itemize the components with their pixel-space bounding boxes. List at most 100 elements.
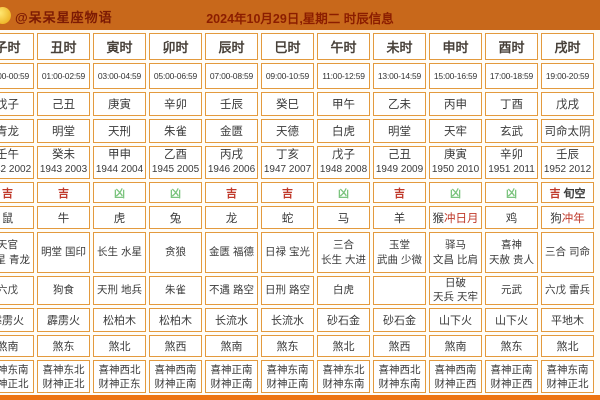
hour-spirit-cell: 司命太阴 <box>541 119 594 143</box>
hour-range-cell: 15:00-16:59 <box>429 63 482 89</box>
year-ganzhi-cell: 庚寅 1950 2010 <box>429 146 482 179</box>
luck-flag-cell: 吉 旬空 <box>541 182 594 203</box>
year-ganzhi-cell: 己丑 1949 2009 <box>373 146 426 179</box>
hour-name-cell: 午时 <box>317 33 370 60</box>
luck-flag-cell: 凶 <box>149 182 202 203</box>
hour-range-cell: 11:00-12:59 <box>317 63 370 89</box>
inauspicious-stars-cell: 狗食 <box>37 276 90 306</box>
zodiac-cell: 马 <box>317 206 370 229</box>
sha-direction-cell: 煞西 <box>149 335 202 358</box>
hour-name-cell: 酉时 <box>485 33 538 60</box>
row-sha-direction: 煞南煞东煞北煞西煞南煞东煞北煞西煞南煞东煞北 <box>0 335 594 358</box>
fortune-directions-cell: 喜神西北 财神东南 <box>373 360 426 394</box>
year-ganzhi-cell: 丁亥 1947 2007 <box>261 146 314 179</box>
hour-ganzhi-cell: 戊戌 <box>541 92 594 116</box>
luck-flag-cell: 凶 <box>429 182 482 203</box>
inauspicious-stars-cell: 日刑 路空 <box>261 276 314 306</box>
hour-range-cell: 07:00-08:59 <box>205 63 258 89</box>
nayin-element-cell: 霹雳火 <box>0 308 34 333</box>
nayin-element-cell: 松柏木 <box>93 308 146 333</box>
luck-flag-cell: 凶 <box>93 182 146 203</box>
luck-flag-cell: 吉 <box>0 182 34 203</box>
zodiac-cell: 虎 <box>93 206 146 229</box>
row-luck-flag: 吉吉凶凶吉吉凶吉凶凶吉 旬空 <box>0 182 594 203</box>
hour-spirit-cell: 金匮 <box>205 119 258 143</box>
year-ganzhi-cell: 丙戌 1946 2006 <box>205 146 258 179</box>
sha-direction-cell: 煞南 <box>205 335 258 358</box>
hour-range-cell: 01:00-02:59 <box>37 63 90 89</box>
hour-ganzhi-cell: 庚寅 <box>93 92 146 116</box>
hour-ganzhi-cell: 丁酉 <box>485 92 538 116</box>
row-hour-ganzhi: 戊子己丑庚寅辛卯壬辰癸巳甲午乙未丙申丁酉戊戌 <box>0 92 594 116</box>
auspicious-stars-cell: 日禄 宝光 <box>261 232 314 273</box>
brand-avatar-icon <box>0 7 11 24</box>
auspicious-stars-cell: 长生 水星 <box>93 232 146 273</box>
auspicious-stars-cell: 三合 司命 <box>541 232 594 273</box>
sha-direction-cell: 煞北 <box>93 335 146 358</box>
hour-ganzhi-cell: 甲午 <box>317 92 370 116</box>
hour-ganzhi-cell: 壬辰 <box>205 92 258 116</box>
hour-spirit-cell: 明堂 <box>37 119 90 143</box>
auspicious-stars-cell: 金匮 福德 <box>205 232 258 273</box>
fortune-directions-cell: 喜神东南财神正北 <box>541 360 594 394</box>
fortune-directions-cell: 喜神正南 财神正西 <box>485 360 538 394</box>
row-fortune-directions: 喜神东南财神正北喜神东北财神正北喜神西北财神正东喜神西南财神正南喜神正南财神正南… <box>0 360 594 394</box>
inauspicious-stars-cell: 朱雀 <box>149 276 202 306</box>
hour-range-cell: 03:00-04:59 <box>93 63 146 89</box>
row-hour-spirit: 青龙明堂天刑朱雀金匮天德白虎明堂天牢玄武司命太阴 <box>0 119 594 143</box>
auspicious-stars-cell: 驿马 文昌 比肩 <box>429 232 482 273</box>
hour-name-cell: 未时 <box>373 33 426 60</box>
hour-spirit-cell: 玄武 <box>485 119 538 143</box>
hour-name-cell: 丑时 <box>37 33 90 60</box>
luck-flag-cell: 吉 <box>205 182 258 203</box>
inauspicious-stars-cell: 元武 <box>485 276 538 306</box>
fortune-directions-cell: 喜神东北 财神东南 <box>317 360 370 394</box>
zodiac-cell: 鸡 <box>485 206 538 229</box>
fortune-directions-cell: 喜神西南 财神正西 <box>429 360 482 394</box>
sha-direction-cell: 煞东 <box>485 335 538 358</box>
year-ganzhi-cell: 辛卯 1951 2011 <box>485 146 538 179</box>
inauspicious-stars-cell: 不遇 路空 <box>205 276 258 306</box>
hour-spirit-cell: 青龙 <box>0 119 34 143</box>
auspicious-stars-cell: 喜神 天赦 贵人 <box>485 232 538 273</box>
nayin-element-cell: 长流水 <box>261 308 314 333</box>
row-hour-range: 23:00-00:5901:00-02:5903:00-04:5905:00-0… <box>0 63 594 89</box>
fortune-directions-cell: 喜神西南 财神正南 <box>149 360 202 394</box>
hour-spirit-cell: 白虎 <box>317 119 370 143</box>
auspicious-stars-cell: 玉堂 武曲 少微 <box>373 232 426 273</box>
luck-flag-cell: 吉 <box>37 182 90 203</box>
inauspicious-stars-cell: 天刑 地兵 <box>93 276 146 306</box>
hour-range-cell: 09:00-10:59 <box>261 63 314 89</box>
inauspicious-stars-cell: 六戊 <box>0 276 34 306</box>
luck-flag-cell: 吉 <box>373 182 426 203</box>
zodiac-cell: 兔 <box>149 206 202 229</box>
inauspicious-stars-cell: 白虎 <box>317 276 370 306</box>
auspicious-stars-cell: 明堂 国印 <box>37 232 90 273</box>
zodiac-cell: 狗冲年 <box>541 206 594 229</box>
auspicious-stars-cell: 三合 长生 大进 <box>317 232 370 273</box>
hour-ganzhi-cell: 辛卯 <box>149 92 202 116</box>
hour-spirit-cell: 朱雀 <box>149 119 202 143</box>
hour-range-cell: 05:00-06:59 <box>149 63 202 89</box>
fortune-directions-cell: 喜神东南 财神正南 <box>261 360 314 394</box>
hour-spirit-cell: 天刑 <box>93 119 146 143</box>
hour-range-cell: 23:00-00:59 <box>0 63 34 89</box>
hour-ganzhi-cell: 戊子 <box>0 92 34 116</box>
hour-name-cell: 子时 <box>0 33 34 60</box>
zodiac-cell: 蛇 <box>261 206 314 229</box>
sha-direction-cell: 煞西 <box>373 335 426 358</box>
nayin-element-cell: 松柏木 <box>149 308 202 333</box>
hour-ganzhi-cell: 癸巳 <box>261 92 314 116</box>
zodiac-cell: 猴冲日月 <box>429 206 482 229</box>
hour-spirit-cell: 天牢 <box>429 119 482 143</box>
nayin-element-cell: 长流水 <box>205 308 258 333</box>
zodiac-cell: 龙 <box>205 206 258 229</box>
sha-direction-cell: 煞北 <box>541 335 594 358</box>
hour-spirit-cell: 明堂 <box>373 119 426 143</box>
zodiac-cell: 羊 <box>373 206 426 229</box>
hour-name-cell: 申时 <box>429 33 482 60</box>
sha-direction-cell: 煞北 <box>317 335 370 358</box>
